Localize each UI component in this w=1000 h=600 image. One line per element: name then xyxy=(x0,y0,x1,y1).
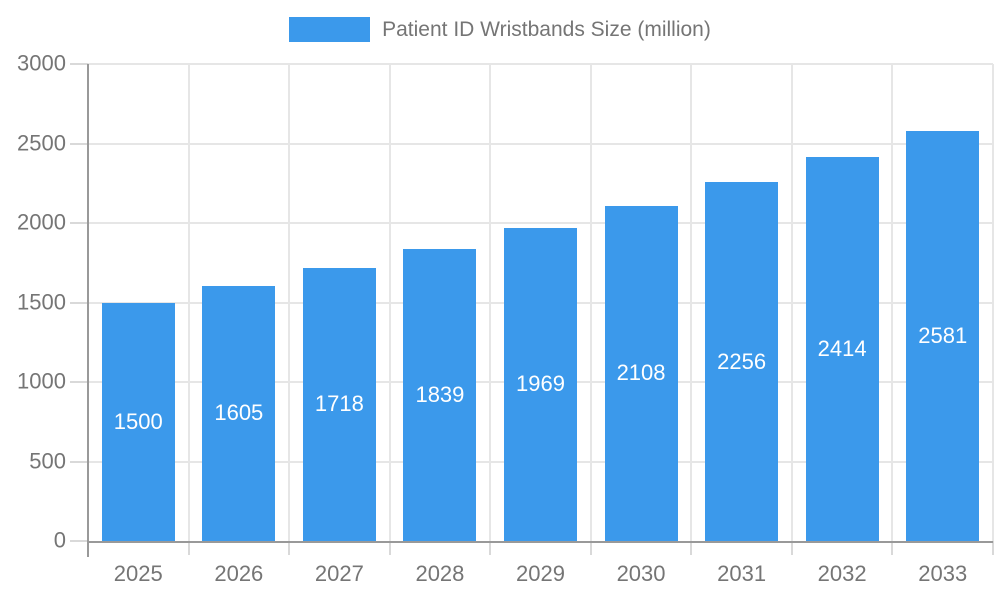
x-axis-tick xyxy=(288,541,291,555)
x-axis-label: 2029 xyxy=(516,561,565,586)
grid-line-vertical xyxy=(891,64,894,541)
y-axis-label: 2500 xyxy=(17,129,66,155)
grid-line-vertical xyxy=(790,64,793,541)
y-axis-label: 3000 xyxy=(17,50,66,76)
grid-line-horizontal xyxy=(88,63,993,65)
x-axis-tick xyxy=(187,541,190,555)
grid-line-horizontal xyxy=(88,222,993,224)
bar-2026[interactable]: 1605 xyxy=(202,285,276,541)
bar-2031[interactable]: 2256 xyxy=(705,182,779,541)
plot-area: 0 500 1000 1500 2000 2500 3000 1500 2025 1605 2026… xyxy=(17,50,994,586)
x-axis-tick xyxy=(589,541,592,555)
y-axis-tick xyxy=(70,540,88,542)
y-axis-tick xyxy=(70,142,88,145)
y-axis-tick xyxy=(70,222,88,224)
x-axis-label: 2031 xyxy=(717,561,767,586)
x-axis-tick xyxy=(690,541,693,555)
x-axis-label: 2032 xyxy=(817,561,867,586)
x-axis-label: 2027 xyxy=(314,561,364,586)
x-axis-tick xyxy=(992,541,994,555)
x-axis-label: 2030 xyxy=(616,561,666,586)
grid-line-vertical xyxy=(992,64,994,541)
y-axis-tick xyxy=(70,301,88,304)
x-axis-label: 2026 xyxy=(214,561,264,586)
y-axis-tick xyxy=(70,63,88,65)
bar-2025[interactable]: 1500 xyxy=(101,302,175,541)
y-axis-label: 0 xyxy=(53,527,66,553)
bar-value-label: 1500 xyxy=(113,408,163,434)
x-axis-tick xyxy=(388,541,391,555)
y-axis-label: 1000 xyxy=(17,368,66,394)
x-axis-line xyxy=(88,541,993,543)
grid-line-vertical xyxy=(489,64,492,541)
x-axis-tick xyxy=(489,541,492,555)
bar-2029[interactable]: 1969 xyxy=(504,227,577,541)
bar-2027[interactable]: 1718 xyxy=(302,267,376,541)
bar-value-label: 2108 xyxy=(616,360,666,386)
bar-value-label: 1718 xyxy=(314,391,364,417)
y-axis-tick xyxy=(70,460,88,463)
legend-label: Patient ID Wristbands Size (million) xyxy=(382,18,711,41)
y-axis-label: 1500 xyxy=(17,288,66,314)
bar-value-label: 2256 xyxy=(717,348,767,374)
grid-line-vertical xyxy=(288,64,291,541)
grid-line-horizontal xyxy=(88,142,993,145)
legend[interactable]: Patient ID Wristbands Size (million) xyxy=(0,17,1000,42)
bar-value-label: 2581 xyxy=(918,322,968,348)
y-axis-tick xyxy=(70,381,88,383)
bar-2032[interactable]: 2414 xyxy=(805,157,879,541)
bar-2030[interactable]: 2108 xyxy=(604,205,678,541)
grid-line-vertical xyxy=(187,64,190,541)
y-axis-label: 2000 xyxy=(17,209,66,235)
x-axis-label: 2025 xyxy=(113,561,163,586)
x-axis-tick xyxy=(891,541,894,555)
bar-value-label: 2414 xyxy=(817,336,867,362)
x-axis-label: 2033 xyxy=(918,561,968,586)
bar-2033[interactable]: 2581 xyxy=(906,130,980,541)
bar-2028[interactable]: 1839 xyxy=(403,248,477,541)
y-axis-label: 500 xyxy=(29,447,66,473)
grid-line-vertical xyxy=(690,64,693,541)
bar-value-label: 1969 xyxy=(516,371,565,397)
grid-line-vertical xyxy=(388,64,391,541)
y-axis-line xyxy=(87,64,89,557)
x-axis-label: 2028 xyxy=(415,561,465,586)
grid-line-vertical xyxy=(589,64,592,541)
bar-value-label: 1605 xyxy=(214,400,264,426)
legend-swatch-icon xyxy=(289,17,371,42)
bar-value-label: 1839 xyxy=(415,381,465,407)
x-axis-tick xyxy=(790,541,793,555)
